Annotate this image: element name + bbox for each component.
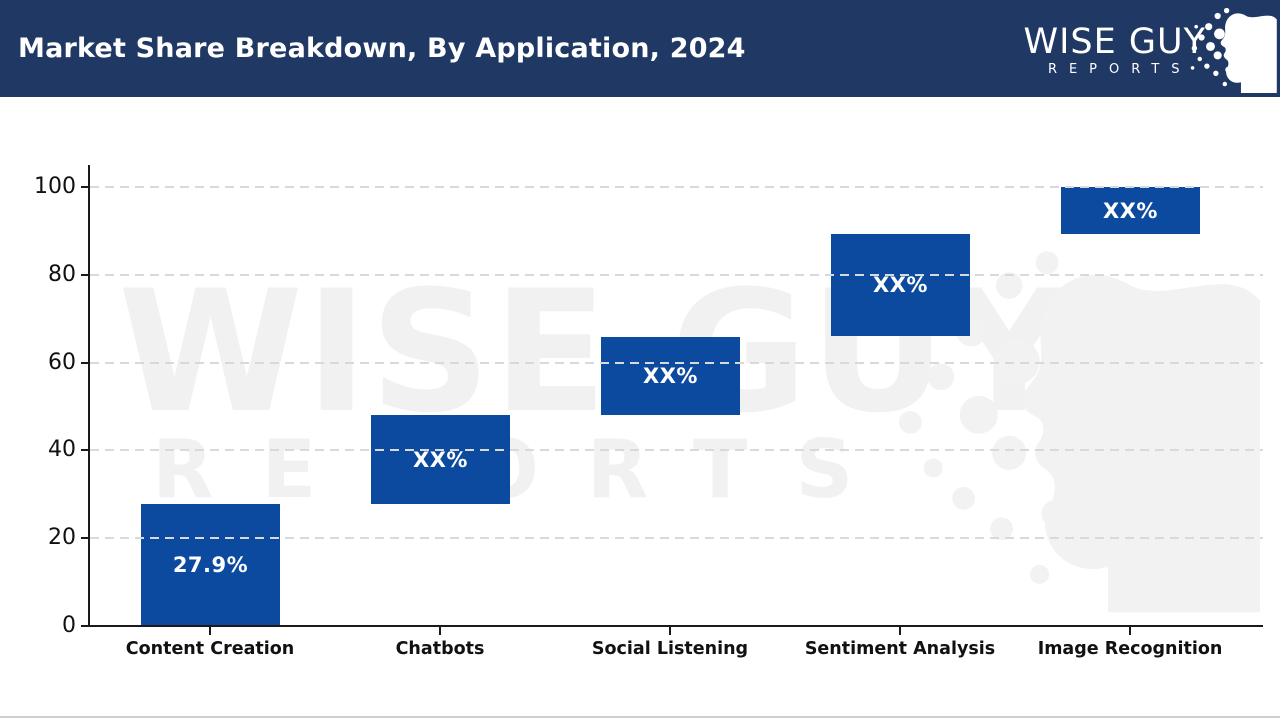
- gridline-20: [90, 537, 1263, 540]
- x-tick-1: [439, 627, 441, 635]
- bar-sentiment-analysis: XX%: [831, 234, 970, 336]
- x-category-label-chatbots: Chatbots: [395, 639, 485, 659]
- brand-logo-text: WISE GUY REPORTS: [1023, 23, 1206, 78]
- bar-value-label: XX%: [643, 364, 698, 388]
- watermark-brand-subname: REPORTS: [152, 423, 902, 516]
- y-tick-100: [81, 186, 90, 188]
- bar-chatbots: XX%: [371, 415, 510, 504]
- y-tick-80: [81, 273, 90, 276]
- x-tick-4: [1129, 627, 1131, 635]
- bar-value-label: XX%: [873, 273, 928, 297]
- y-tick-label-100: 100: [34, 174, 76, 199]
- x-category-label-sentiment-analysis: Sentiment Analysis: [804, 639, 996, 659]
- x-category-label-social-listening: Social Listening: [591, 639, 749, 659]
- bar-image-recognition: XX%: [1061, 187, 1200, 234]
- gridline-40: [90, 449, 1263, 452]
- y-tick-40: [81, 449, 90, 452]
- x-tick-0: [209, 627, 211, 635]
- bar-value-label: XX%: [413, 447, 468, 472]
- x-category-label-image-recognition: Image Recognition: [1037, 639, 1223, 659]
- y-tick-60: [81, 361, 90, 364]
- brand-logo: WISE GUY REPORTS: [1023, 6, 1280, 94]
- bar-content-creation: 27.9%: [141, 504, 280, 626]
- watermark-head-icon: [899, 251, 1260, 613]
- y-tick-label-80: 80: [48, 261, 76, 287]
- gridline-80: [90, 273, 1263, 276]
- y-tick-20: [81, 537, 90, 540]
- y-tick-label-40: 40: [48, 437, 76, 463]
- x-axis-line: [88, 625, 1263, 627]
- bottom-border-line: [0, 716, 1280, 718]
- x-tick-3: [899, 627, 901, 635]
- page-title: Market Share Breakdown, By Application, …: [18, 33, 746, 64]
- header-band: Market Share Breakdown, By Application, …: [0, 0, 1280, 97]
- bar-value-label: 27.9%: [172, 553, 249, 577]
- x-tick-2: [669, 627, 671, 635]
- gridline-60: [90, 361, 1263, 364]
- x-category-label-content-creation: Content Creation: [125, 639, 295, 659]
- dotted-head-icon: [1190, 7, 1277, 93]
- y-tick-label-0: 0: [62, 613, 76, 638]
- brand-subname: REPORTS: [1047, 62, 1192, 78]
- brand-name: WISE GUY: [1023, 21, 1206, 62]
- y-axis-line: [88, 165, 90, 627]
- bar-value-label: XX%: [1103, 198, 1158, 223]
- y-tick-label-20: 20: [48, 525, 76, 551]
- bar-social-listening: XX%: [601, 337, 740, 415]
- y-tick-0: [81, 625, 90, 627]
- gridline-100: [90, 186, 1263, 188]
- y-tick-label-60: 60: [48, 349, 76, 375]
